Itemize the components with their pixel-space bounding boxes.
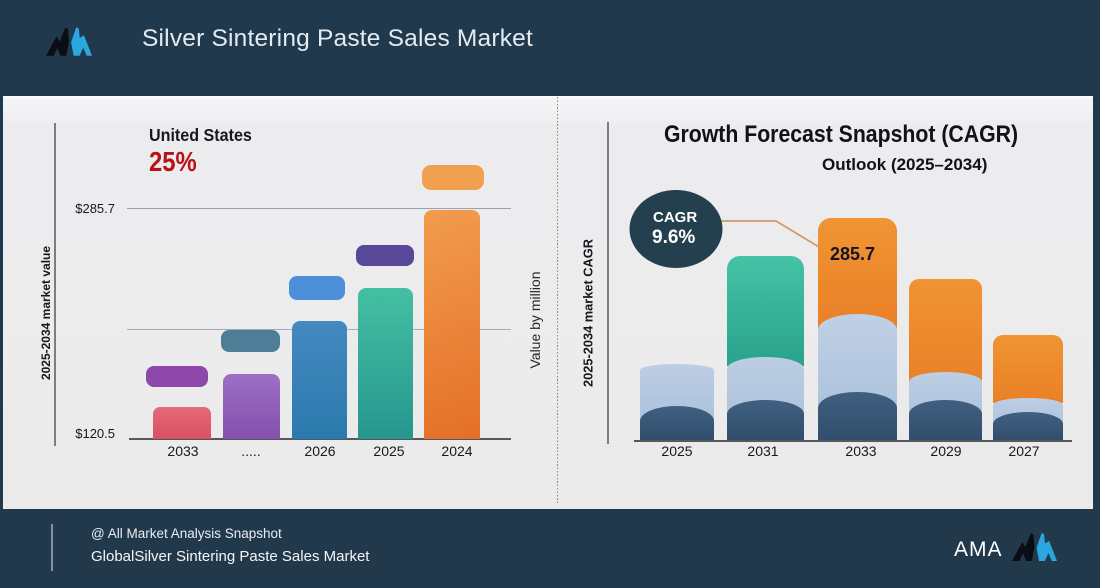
svg-text:CAGR: CAGR xyxy=(653,209,697,226)
svg-text:9.6%: 9.6% xyxy=(652,227,695,248)
